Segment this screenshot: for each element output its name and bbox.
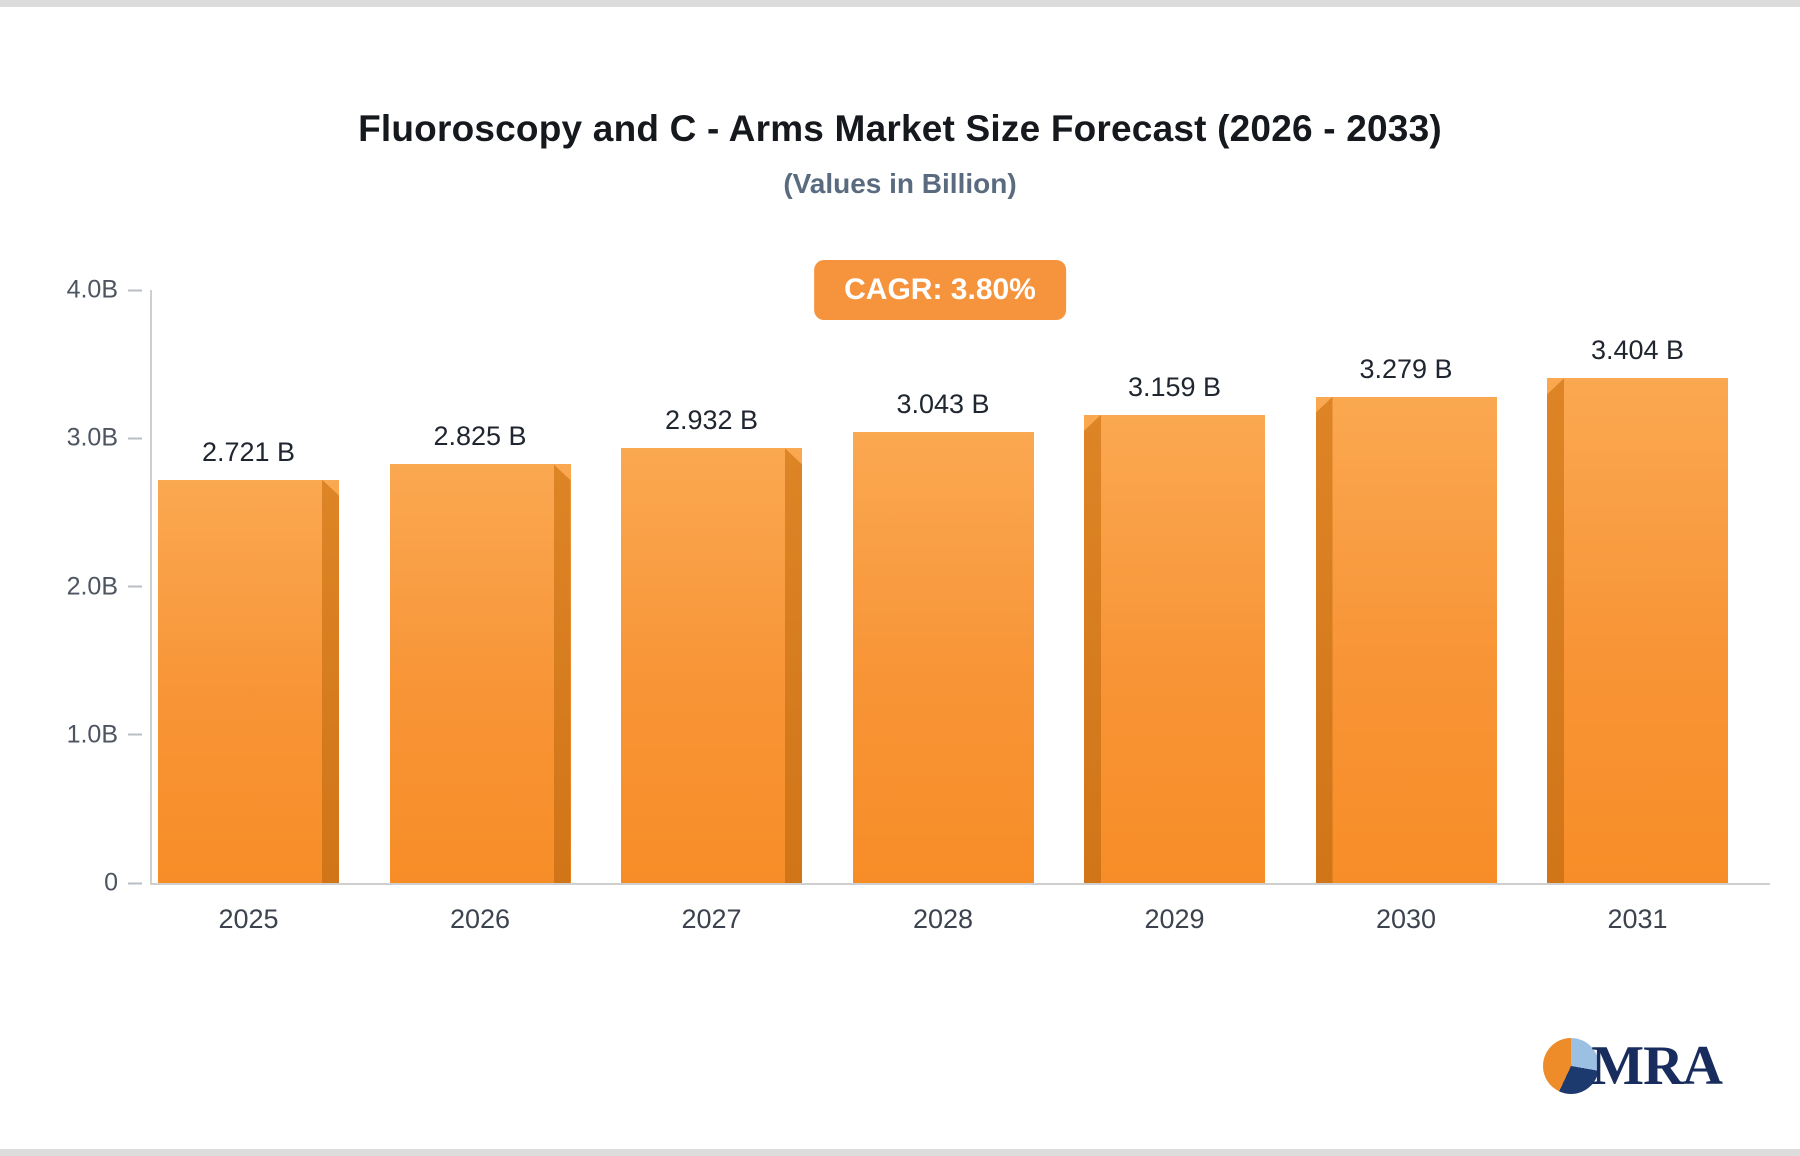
- top-edge-strip: [0, 0, 1800, 7]
- bar: [1084, 414, 1265, 883]
- y-axis-tick-label: 0: [104, 868, 118, 897]
- y-axis-tick-label: 3.0B: [66, 423, 118, 452]
- y-axis-tick-mark: [128, 882, 142, 884]
- y-axis-tick-label: 2.0B: [66, 572, 118, 600]
- x-axis-category-label: 2027: [681, 904, 742, 934]
- x-axis-category-label: 2025: [218, 904, 279, 934]
- chart-subtitle: (Values in Billion): [783, 168, 1017, 199]
- plot-area: 2.721 B 2025 2.825 B 2026 2.932 B 2027 3.043 B…: [67, 276, 1770, 934]
- bar-value-label: 3.159 B: [1127, 371, 1222, 402]
- bar-group: 3.279 B 2030: [1315, 290, 1497, 934]
- y-axis-tick: 1.0B: [22, 720, 150, 749]
- bar-value-label: 3.043 B: [896, 388, 990, 419]
- bar-value-label: 2.721 B: [201, 436, 296, 467]
- cagr-badge: CAGR: 3.80%: [814, 260, 1066, 320]
- bar-value-label: 2.825 B: [433, 421, 527, 452]
- y-axis-tick-mark: [128, 733, 142, 736]
- x-axis-category-label: 2030: [1375, 904, 1437, 934]
- y-axis-tick: 3.0B: [22, 424, 150, 453]
- y-axis-tick: 2.0B: [22, 572, 150, 601]
- y-axis-tick: 4.0B: [22, 276, 150, 305]
- bar-group: 3.404 B 2031: [1547, 290, 1728, 934]
- y-axis-tick-label: 1.0B: [66, 720, 118, 749]
- bar-group: 2.932 B 2027: [621, 290, 802, 934]
- y-axis-tick-mark: [128, 585, 142, 588]
- y-axis-tick-label: 4.0B: [66, 275, 118, 304]
- y-axis-tick-mark: [128, 437, 142, 440]
- bar: [1315, 396, 1497, 883]
- x-axis-category-label: 2028: [912, 904, 974, 934]
- bar-value-label: 2.932 B: [664, 405, 759, 436]
- bar-group: 2.825 B 2026: [389, 290, 571, 934]
- bottom-edge-strip: [0, 1149, 1800, 1156]
- bars-row: 2.721 B 2025 2.825 B 2026 2.932 B 2027 3.043 B…: [152, 290, 1770, 934]
- bar-group: 3.043 B 2028: [852, 290, 1034, 934]
- bar: [389, 464, 571, 883]
- x-axis-category-label: 2029: [1144, 904, 1205, 934]
- logo-text: MRA: [1591, 1035, 1723, 1097]
- brand-logo: MRA: [1543, 1035, 1723, 1097]
- y-axis-tick-mark: [128, 289, 142, 291]
- bar-value-label: 3.404 B: [1590, 335, 1685, 366]
- bar-value-label: 3.279 B: [1359, 353, 1453, 384]
- bar: [621, 448, 802, 883]
- bar: [158, 479, 339, 883]
- pie-logo-icon: [1543, 1038, 1600, 1094]
- bar: [852, 431, 1034, 883]
- bar-group: 3.159 B 2029: [1084, 290, 1265, 934]
- x-axis-category-label: 2026: [449, 904, 511, 934]
- chart-title: Fluoroscopy and C - Arms Market Size For…: [358, 108, 1442, 149]
- bar: [1547, 378, 1728, 883]
- y-axis-tick: 0: [22, 869, 150, 898]
- x-axis-category-label: 2031: [1607, 904, 1668, 934]
- bar-group: 2.721 B 2025: [158, 290, 339, 934]
